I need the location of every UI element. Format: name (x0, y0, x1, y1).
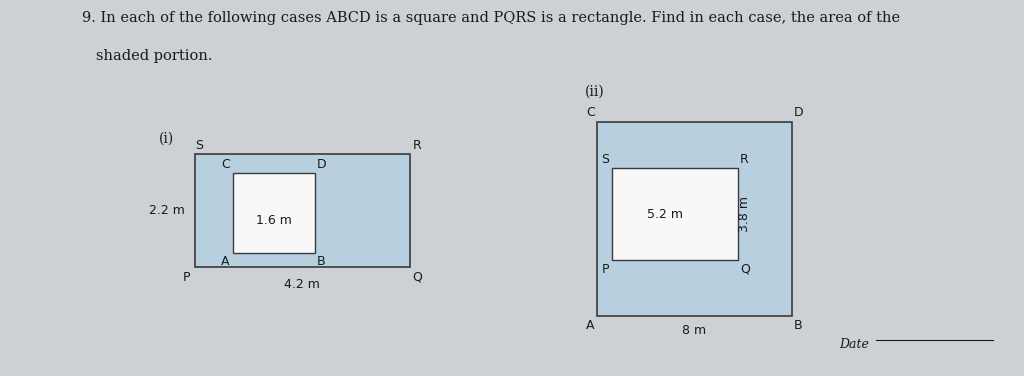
Text: C: C (221, 158, 229, 171)
Text: shaded portion.: shaded portion. (82, 49, 212, 63)
Text: S: S (196, 139, 204, 152)
Text: 8 m: 8 m (682, 324, 707, 337)
Text: Date: Date (840, 338, 869, 352)
Text: 3.8 m: 3.8 m (738, 196, 751, 232)
Text: A: A (586, 319, 595, 332)
Text: Q: Q (413, 271, 423, 284)
Text: P: P (183, 271, 190, 284)
Text: C: C (587, 106, 595, 119)
Bar (611, 168, 738, 261)
Bar (597, 122, 792, 317)
Text: D: D (795, 106, 804, 119)
Text: R: R (739, 153, 749, 165)
Text: P: P (602, 263, 609, 276)
Text: 1.6 m: 1.6 m (256, 214, 292, 227)
Text: (i): (i) (159, 131, 174, 145)
Text: Q: Q (740, 263, 751, 276)
Text: 4.2 m: 4.2 m (284, 278, 321, 291)
Text: B: B (317, 255, 326, 268)
Text: 5.2 m: 5.2 m (647, 208, 683, 221)
Text: 9. In each of the following cases ABCD is a square and PQRS is a rectangle. Find: 9. In each of the following cases ABCD i… (82, 11, 900, 25)
Text: A: A (221, 255, 229, 268)
Text: D: D (317, 158, 327, 171)
Text: 2.2 m: 2.2 m (150, 204, 185, 217)
Text: R: R (413, 139, 422, 152)
Text: S: S (601, 153, 609, 165)
Text: (ii): (ii) (585, 85, 604, 99)
Bar (195, 154, 410, 267)
Text: B: B (795, 319, 803, 332)
Bar (233, 173, 315, 253)
